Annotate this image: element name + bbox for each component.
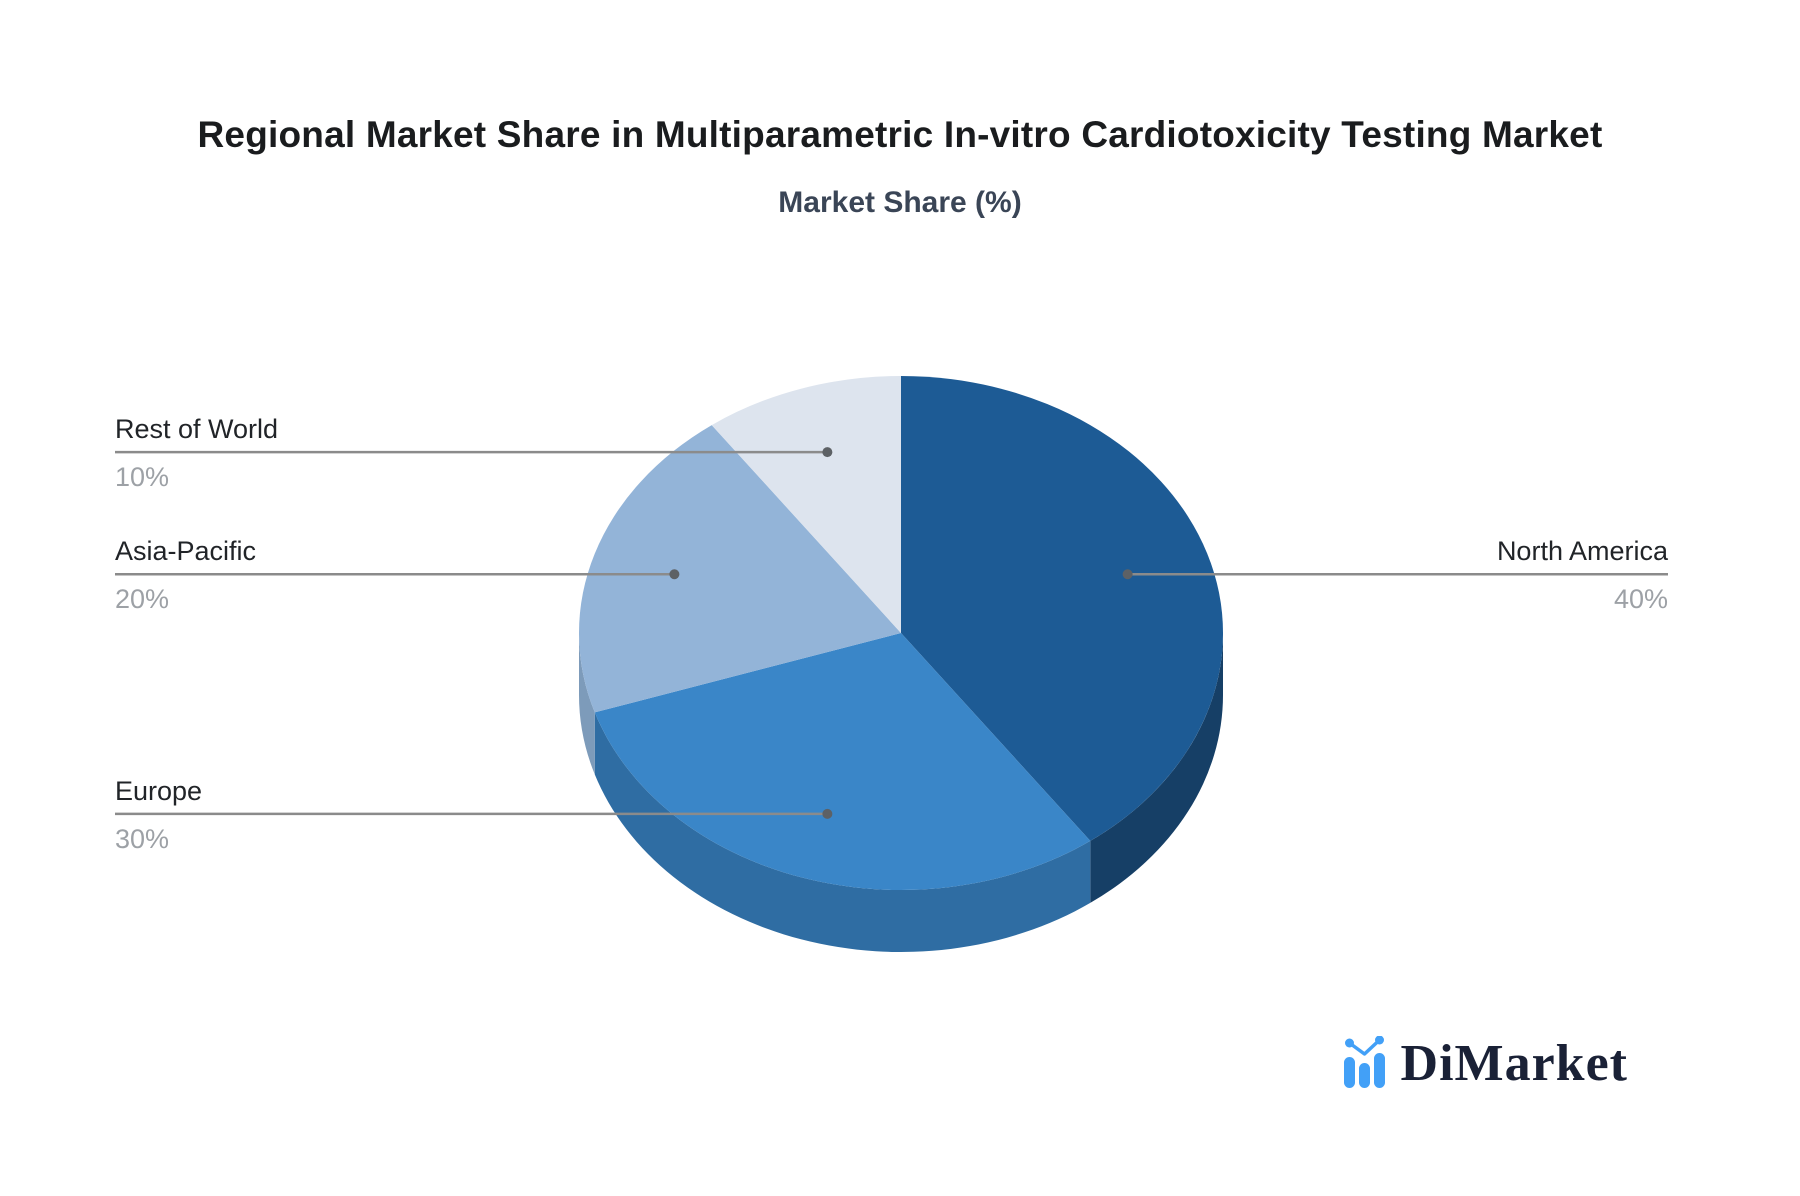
- callout-value-north-america: 40%: [1613, 584, 1668, 614]
- callout-label-rest-of-world: Rest of World: [115, 414, 279, 444]
- dimarket-logo: DiMarket: [1342, 1035, 1628, 1093]
- bar-chart-logo-icon: [1343, 1036, 1385, 1088]
- chart-title: Regional Market Share in Multiparametric…: [197, 114, 1603, 155]
- callout-label-europe: Europe: [115, 776, 203, 806]
- callout-value-europe: 30%: [115, 824, 170, 854]
- chart-subtitle: Market Share (%): [778, 186, 1022, 219]
- callout-label-asia-pacific: Asia-Pacific: [115, 536, 257, 566]
- logo-wordmark: DiMarket: [1400, 1035, 1628, 1093]
- callout-value-asia-pacific: 20%: [115, 584, 170, 614]
- callout-value-rest-of-world: 10%: [115, 462, 170, 492]
- callout-label-north-america: North America: [1496, 536, 1668, 566]
